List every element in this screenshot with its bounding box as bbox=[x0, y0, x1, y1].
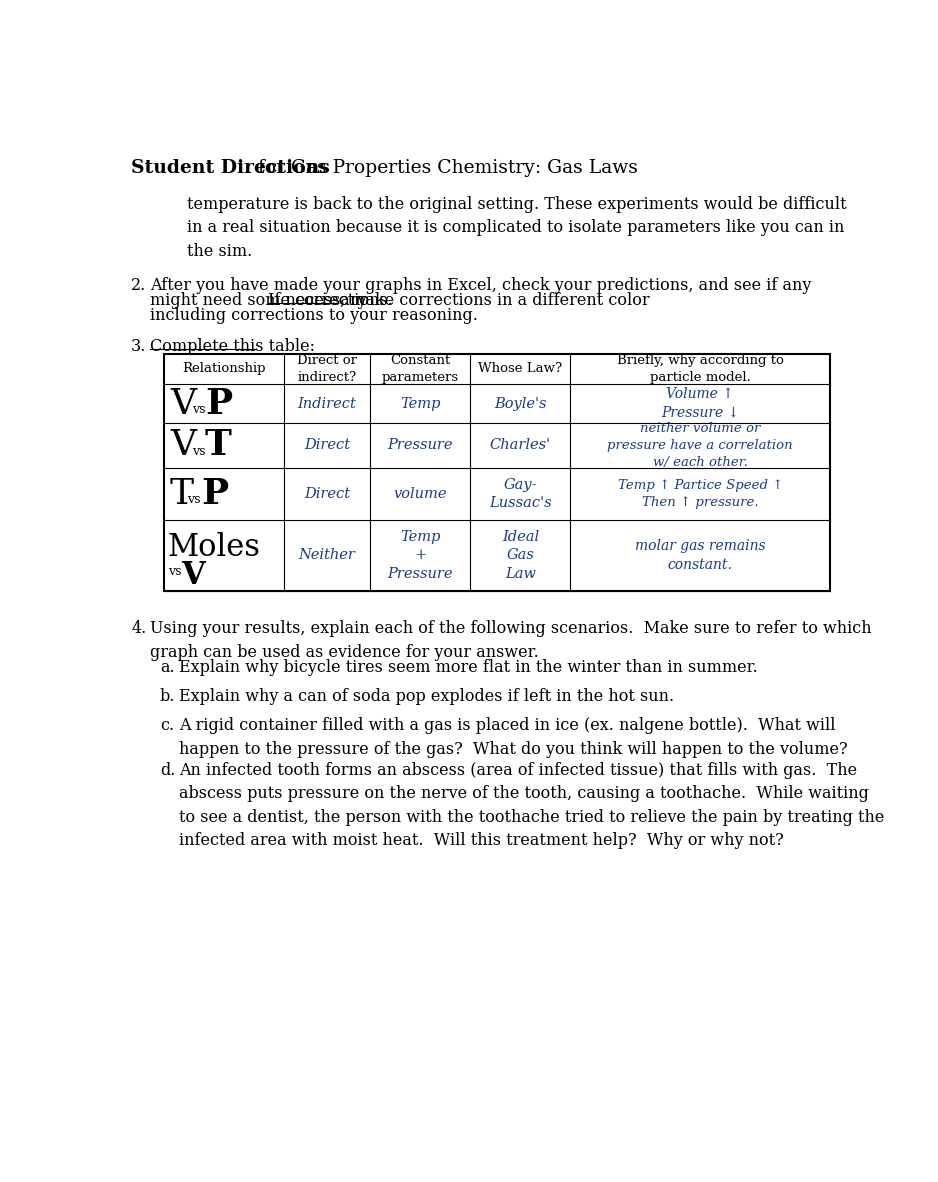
Text: Constant
parameters: Constant parameters bbox=[382, 353, 459, 384]
Text: Neither: Neither bbox=[298, 548, 356, 563]
Text: A rigid container filled with a gas is placed in ice (ex. nalgene bottle).  What: A rigid container filled with a gas is p… bbox=[179, 717, 848, 758]
Text: including corrections to your reasoning.: including corrections to your reasoning. bbox=[150, 307, 477, 324]
Text: Student Directions: Student Directions bbox=[131, 158, 330, 177]
Text: An infected tooth forms an abscess (area of infected tissue) that fills with gas: An infected tooth forms an abscess (area… bbox=[179, 761, 885, 849]
Text: If necessary: If necessary bbox=[267, 292, 366, 309]
Text: a.: a. bbox=[159, 658, 174, 675]
Text: for Gas Properties Chemistry: Gas Laws: for Gas Properties Chemistry: Gas Laws bbox=[251, 158, 638, 177]
Text: Temp: Temp bbox=[401, 397, 441, 410]
Text: 3.: 3. bbox=[131, 338, 146, 355]
Text: c.: c. bbox=[159, 717, 174, 734]
Text: , make corrections in a different color: , make corrections in a different color bbox=[340, 292, 649, 309]
Text: neither volume or
pressure have a correlation
w/ each other.: neither volume or pressure have a correl… bbox=[608, 422, 794, 469]
Text: 2.: 2. bbox=[131, 277, 146, 293]
Text: T: T bbox=[204, 428, 232, 462]
Text: Using your results, explain each of the following scenarios.  Make sure to refer: Using your results, explain each of the … bbox=[150, 621, 871, 661]
Text: Relationship: Relationship bbox=[182, 363, 265, 376]
Text: vs: vs bbox=[191, 444, 205, 457]
Text: vs: vs bbox=[187, 493, 201, 506]
Text: Temp ↑ Partice Speed ↑
Then ↑ pressure.: Temp ↑ Partice Speed ↑ Then ↑ pressure. bbox=[617, 479, 783, 508]
Text: Direct: Direct bbox=[304, 487, 350, 501]
Text: Charles': Charles' bbox=[490, 439, 551, 453]
Text: Direct: Direct bbox=[304, 439, 350, 453]
Text: molar gas remains
constant.: molar gas remains constant. bbox=[635, 539, 765, 572]
Text: Gay-
Lussac's: Gay- Lussac's bbox=[489, 478, 552, 509]
Text: Explain why bicycle tires seem more flat in the winter than in summer.: Explain why bicycle tires seem more flat… bbox=[179, 658, 758, 675]
Text: Briefly, why according to
particle model.: Briefly, why according to particle model… bbox=[617, 353, 784, 384]
Text: Explain why a can of soda pop explodes if left in the hot sun.: Explain why a can of soda pop explodes i… bbox=[179, 688, 674, 704]
Text: 4.: 4. bbox=[131, 621, 146, 637]
Text: might need some corrections.: might need some corrections. bbox=[150, 292, 398, 309]
Text: Whose Law?: Whose Law? bbox=[478, 363, 563, 376]
Text: P: P bbox=[204, 387, 232, 421]
Bar bbox=[164, 353, 830, 591]
Text: Temp
+
Pressure: Temp + Pressure bbox=[387, 530, 453, 580]
Text: Direct or
indirect?: Direct or indirect? bbox=[297, 353, 357, 384]
Text: temperature is back to the original setting. These experiments would be difficul: temperature is back to the original sett… bbox=[187, 196, 847, 260]
Text: V: V bbox=[170, 387, 196, 421]
Text: Complete this table:: Complete this table: bbox=[150, 338, 315, 355]
Text: After you have made your graphs in Excel, check your predictions, and see if any: After you have made your graphs in Excel… bbox=[150, 277, 811, 293]
Text: T: T bbox=[170, 476, 194, 511]
Text: vs: vs bbox=[191, 403, 205, 416]
Text: V: V bbox=[181, 560, 204, 591]
Text: volume: volume bbox=[394, 487, 447, 501]
Text: Volume ↑
Pressure ↓: Volume ↑ Pressure ↓ bbox=[661, 388, 739, 420]
Text: Boyle's: Boyle's bbox=[494, 397, 547, 410]
Text: Indirect: Indirect bbox=[297, 397, 356, 410]
Text: P: P bbox=[201, 476, 228, 511]
Text: Ideal
Gas
Law: Ideal Gas Law bbox=[502, 530, 539, 580]
Text: b.: b. bbox=[159, 688, 175, 704]
Text: d.: d. bbox=[159, 761, 175, 779]
Text: Pressure: Pressure bbox=[387, 439, 453, 453]
Text: V: V bbox=[170, 428, 196, 462]
Text: Moles: Moles bbox=[168, 532, 261, 564]
Text: vs: vs bbox=[168, 565, 181, 578]
